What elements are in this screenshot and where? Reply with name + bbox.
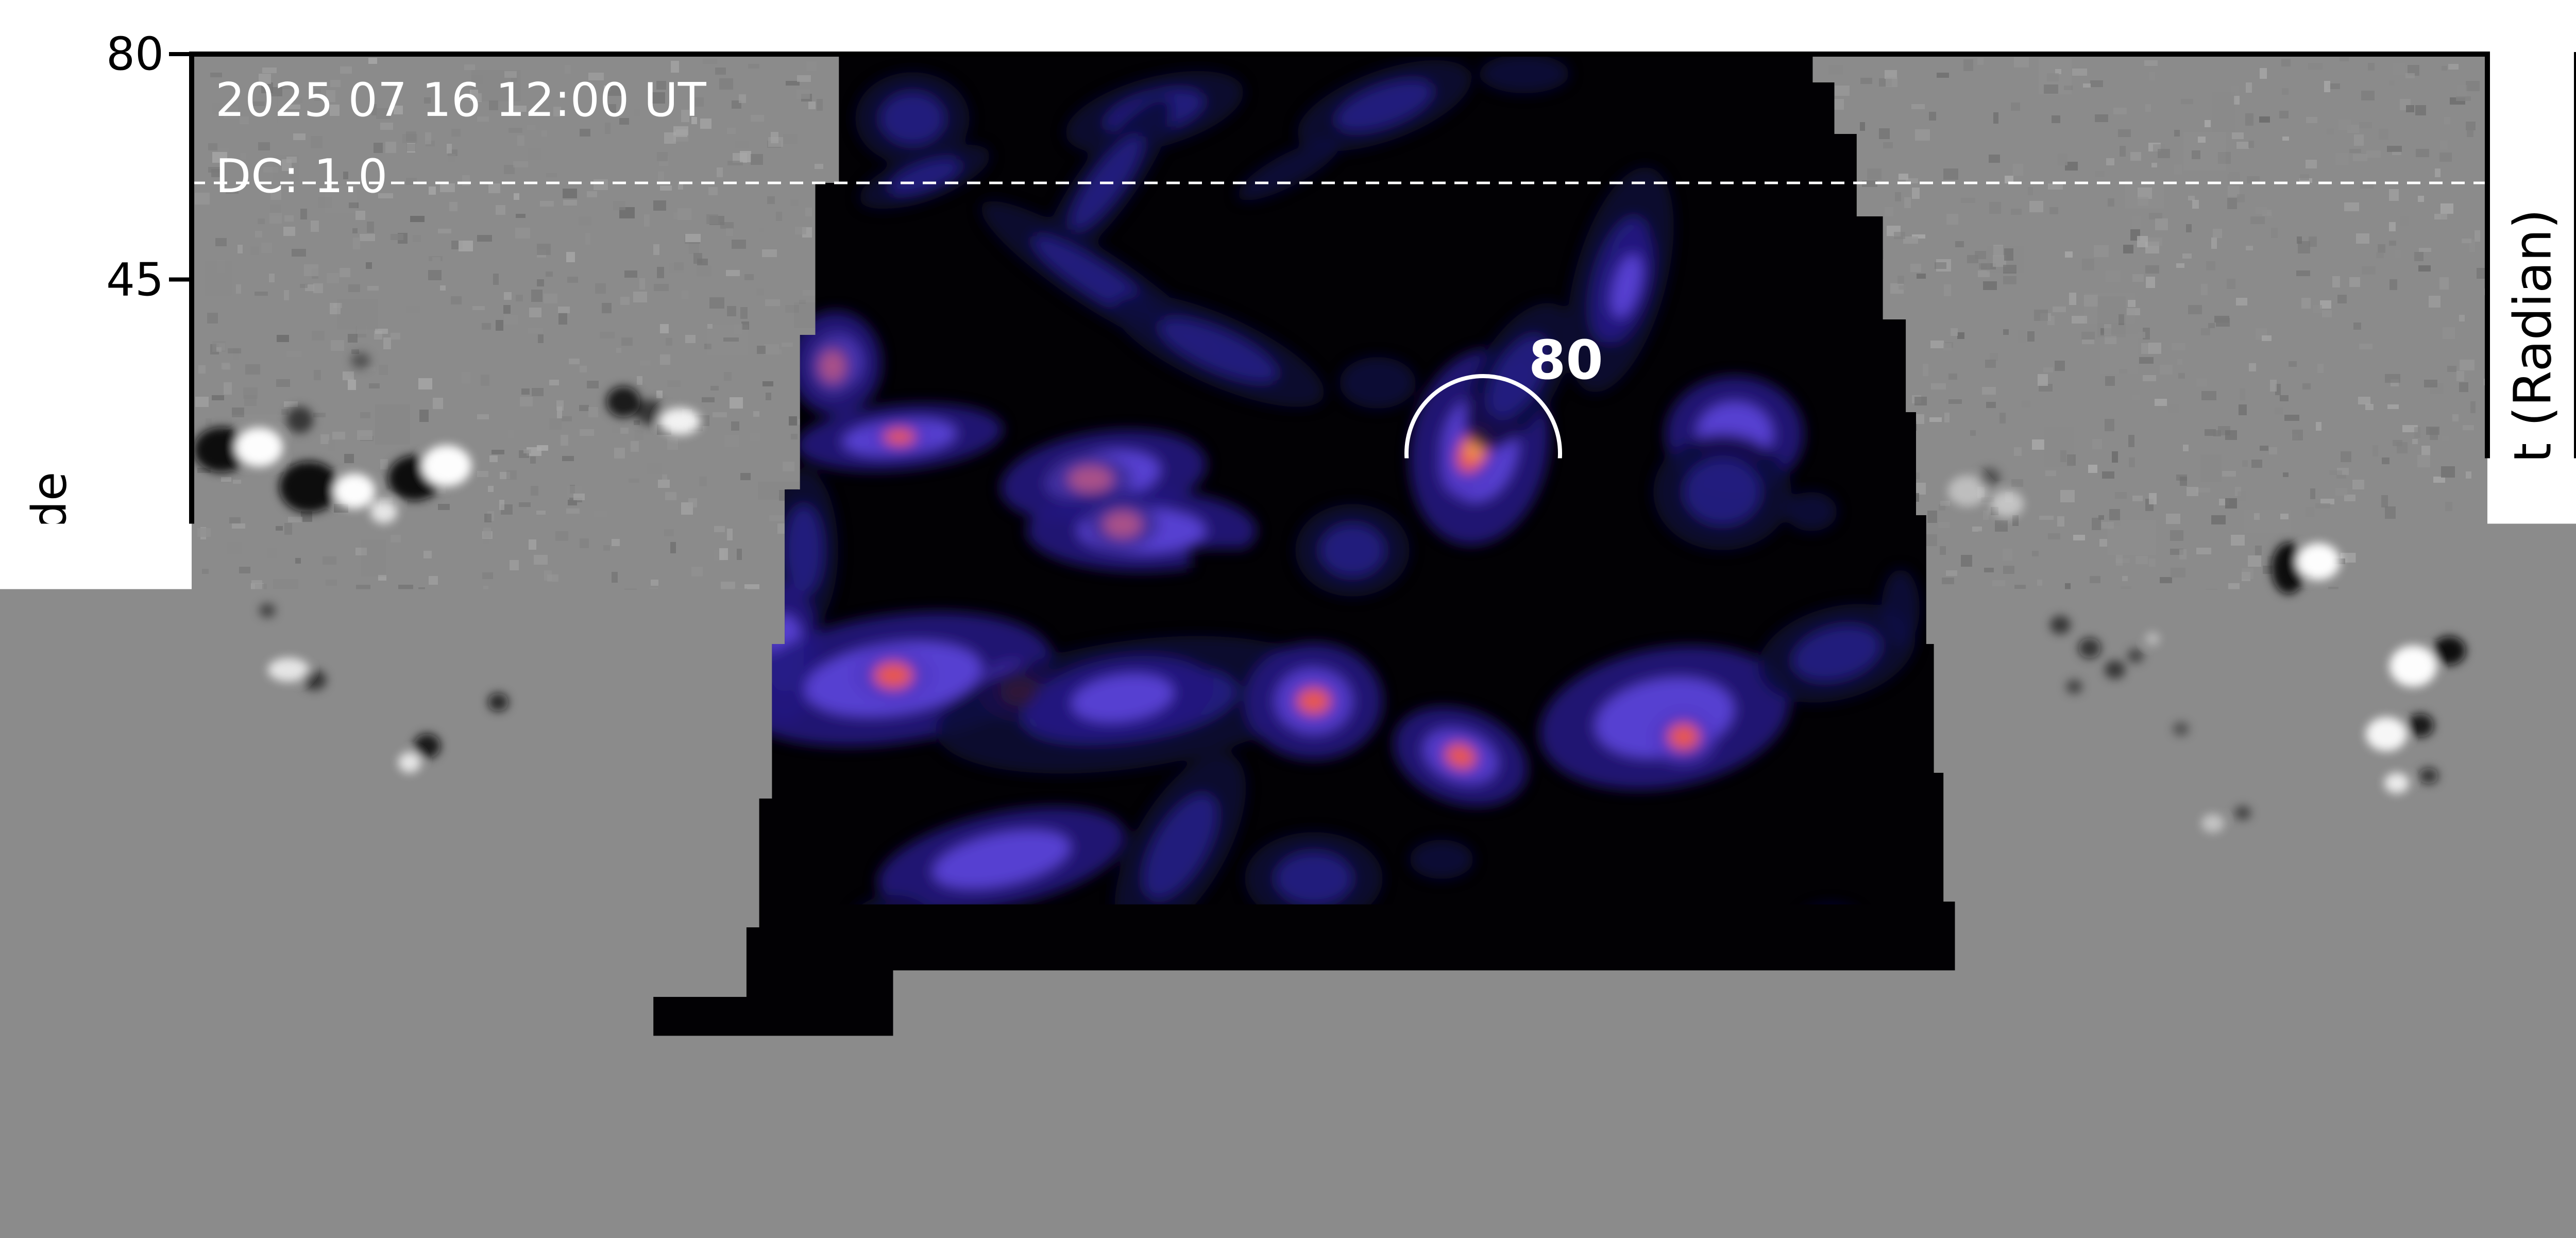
map-plot-canvas: NSO INTEGRATED SYNOPTIC PROGRAMNISP (0, 0, 2576, 1238)
logo-wordmark: NISP (2340, 997, 2450, 1055)
solar-farside-map-figure: NSO INTEGRATED SYNOPTIC PROGRAMNISP 2025… (0, 0, 2576, 1238)
